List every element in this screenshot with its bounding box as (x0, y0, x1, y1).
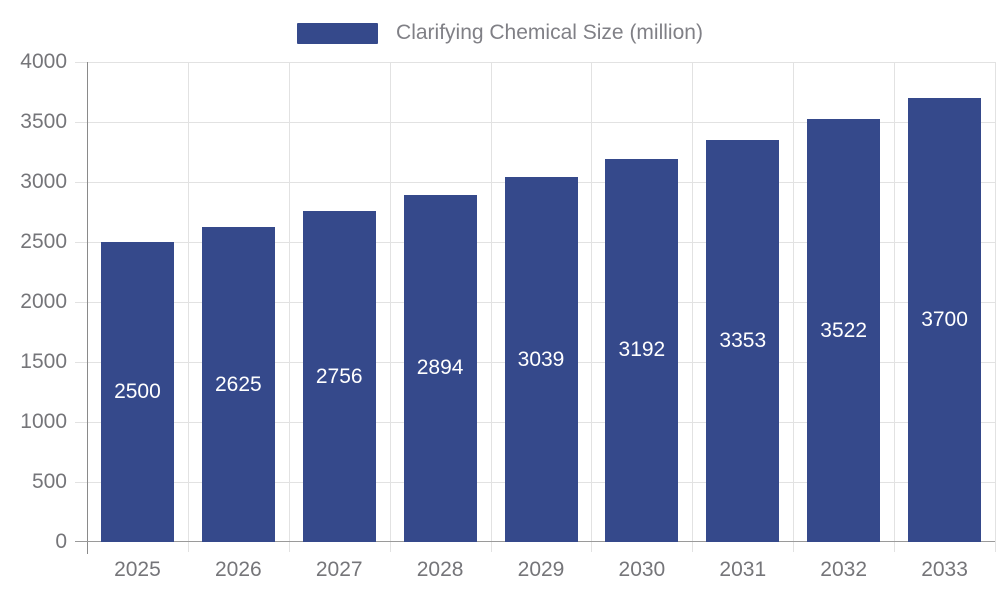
bar-2032[interactable]: 3522 (807, 119, 881, 542)
x-tick-label: 2026 (214, 558, 262, 581)
x-tick-label: 2030 (618, 558, 666, 581)
v-gridline (793, 62, 795, 552)
y-tick-label: 0 (55, 530, 67, 553)
y-tick-label: 3500 (20, 110, 67, 133)
v-gridline (692, 62, 694, 552)
bar-2025[interactable]: 2500 (100, 242, 174, 542)
plot-area: 2500 2625 2756 2894 3039 3192 3353 3522 3700 (75, 62, 996, 554)
y-tick-label: 1500 (20, 350, 67, 373)
bar-value-label: 3039 (517, 347, 565, 371)
bar-value-label: 3522 (820, 318, 868, 342)
y-tick-label: 4000 (20, 50, 67, 73)
bar-2030[interactable]: 3192 (605, 158, 679, 542)
x-tick-label: 2033 (921, 558, 968, 581)
y-tick-label: 500 (31, 470, 67, 493)
bar-2026[interactable]: 2625 (201, 227, 275, 542)
x-tick-label: 2029 (517, 558, 565, 581)
bar-value-label: 2756 (315, 364, 363, 388)
v-gridline (894, 62, 896, 552)
bar-2027[interactable]: 2756 (302, 211, 376, 542)
h-gridline (75, 62, 995, 63)
x-tick-label: 2028 (416, 558, 464, 581)
bar-value-label: 3353 (719, 328, 767, 352)
h-gridline (75, 122, 995, 123)
bar-2029[interactable]: 3039 (504, 177, 578, 542)
x-tick-label: 2032 (820, 558, 868, 581)
x-tick-label: 2027 (315, 558, 363, 581)
v-gridline (591, 62, 593, 552)
bar-2033[interactable]: 3700 (908, 98, 982, 542)
v-gridline (995, 62, 996, 552)
v-gridline (389, 62, 391, 552)
y-tick-label: 2000 (20, 290, 67, 313)
bar-value-label: 2625 (214, 372, 262, 396)
x-tick-label: 2025 (114, 558, 161, 581)
bar-value-label: 2894 (416, 356, 464, 380)
bar-2028[interactable]: 2894 (403, 194, 477, 542)
bar-value-label: 3192 (618, 338, 666, 362)
bar-value-label: 3700 (921, 308, 968, 331)
v-gridline (187, 62, 189, 552)
legend-label: Clarifying Chemical Size (million) (396, 21, 703, 44)
x-tick-label: 2031 (719, 558, 767, 581)
y-tick-label: 1000 (20, 410, 67, 433)
y-tick-label: 2500 (20, 230, 67, 253)
v-gridline (288, 62, 290, 552)
bar-value-label: 2500 (114, 380, 161, 403)
legend-swatch (297, 22, 379, 44)
y-axis-line (87, 62, 88, 554)
y-tick-label: 3000 (20, 170, 67, 193)
bar-2031[interactable]: 3353 (706, 139, 780, 542)
v-gridline (490, 62, 492, 552)
legend-item[interactable]: Clarifying Chemical Size (million) (0, 21, 1000, 45)
